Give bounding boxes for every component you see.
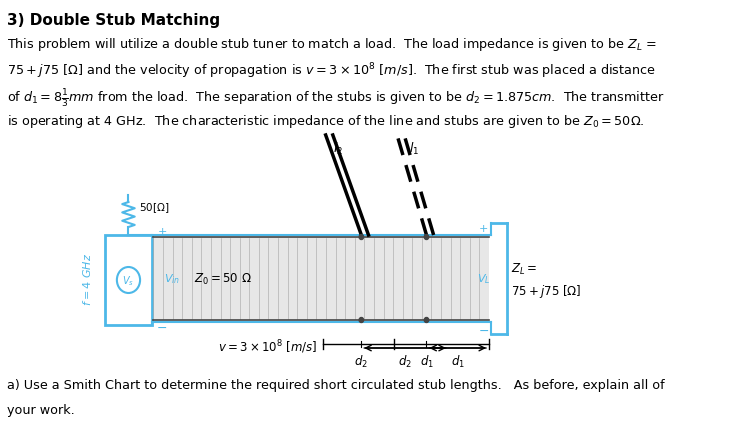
Text: +: + (479, 224, 488, 233)
Text: $d_1$: $d_1$ (420, 353, 433, 369)
Text: $V_L$: $V_L$ (477, 272, 490, 286)
Text: $l_2$: $l_2$ (333, 141, 343, 157)
Text: $V_{in}$: $V_{in}$ (164, 272, 180, 286)
Text: 3) Double Stub Matching: 3) Double Stub Matching (7, 13, 220, 28)
Text: $l_1$: $l_1$ (408, 141, 419, 157)
Text: $d_1$: $d_1$ (450, 353, 465, 369)
Text: $V_s$: $V_s$ (123, 273, 135, 287)
Text: $75 + j75$ [$\Omega$] and the velocity of propagation is $v = 3\times10^8$ $[m/s: $75 + j75$ [$\Omega$] and the velocity o… (7, 61, 656, 81)
Circle shape (359, 318, 363, 323)
Text: of $d_1 = 8\frac{1}{3}mm$ from the load.  The separation of the stubs is given t: of $d_1 = 8\frac{1}{3}mm$ from the load.… (7, 87, 665, 109)
Text: This problem will utilize a double stub tuner to match a load.  The load impedan: This problem will utilize a double stub … (7, 36, 657, 53)
Text: $d_2$: $d_2$ (398, 353, 412, 369)
Circle shape (424, 235, 429, 240)
Text: a) Use a Smith Chart to determine the required short circulated stub lengths.   : a) Use a Smith Chart to determine the re… (7, 378, 665, 391)
Text: $Z_0 = 50\ \Omega$: $Z_0 = 50\ \Omega$ (193, 271, 251, 286)
Text: $f = 4\ GHz$: $f = 4\ GHz$ (81, 252, 93, 305)
Text: $v = 3\times10^8\ [m/s]$: $v = 3\times10^8\ [m/s]$ (218, 337, 317, 355)
Text: +: + (158, 227, 167, 237)
Circle shape (424, 318, 429, 323)
Text: 50[$\Omega$]: 50[$\Omega$] (139, 201, 170, 215)
Text: $Z_L =$: $Z_L =$ (511, 261, 538, 276)
Text: −: − (157, 321, 168, 334)
Text: is operating at 4 GHz.  The characteristic impedance of the line and stubs are g: is operating at 4 GHz. The characteristi… (7, 112, 644, 129)
Text: $75 + j75\ [\Omega]$: $75 + j75\ [\Omega]$ (511, 283, 582, 299)
Circle shape (359, 235, 363, 240)
Polygon shape (153, 237, 489, 320)
Text: −: − (478, 324, 489, 337)
Text: your work.: your work. (7, 403, 75, 416)
Text: $d_2$: $d_2$ (354, 353, 368, 369)
